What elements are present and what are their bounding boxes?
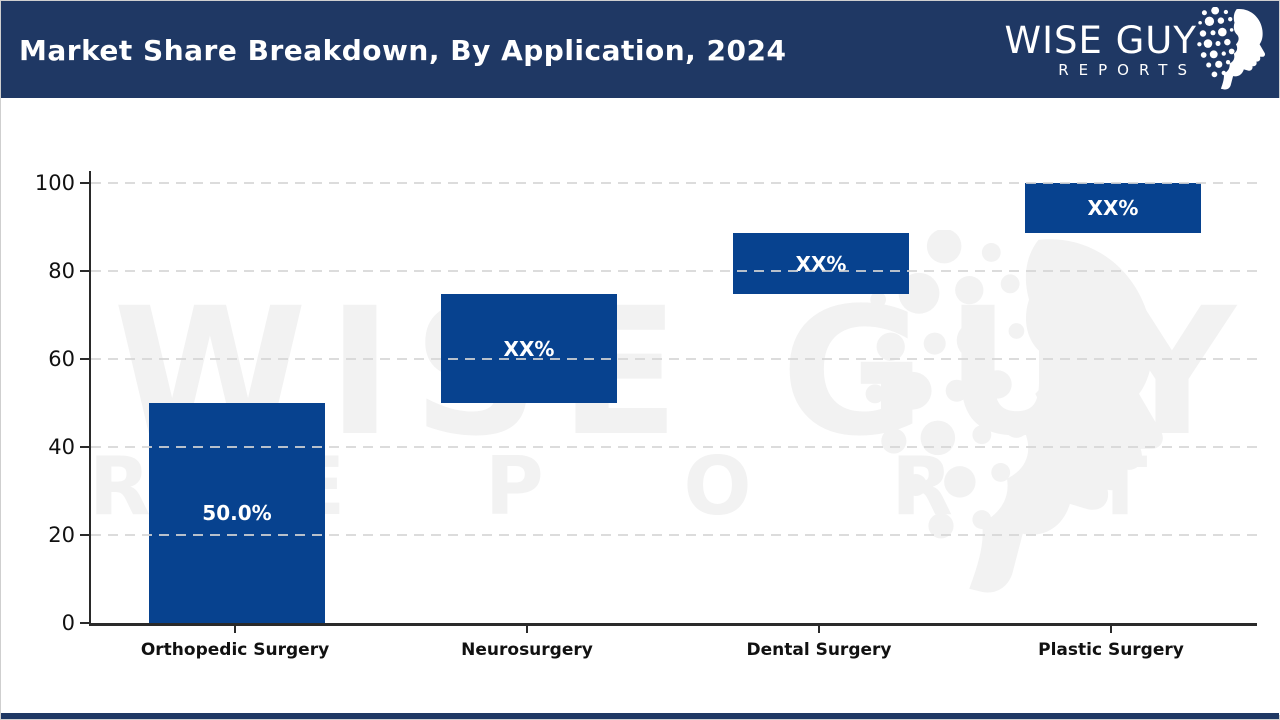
logo-wordmark-line1: WISE GUY xyxy=(1004,19,1197,62)
x-axis-tick xyxy=(818,626,820,633)
footer-bar xyxy=(1,713,1279,719)
y-axis-tick xyxy=(80,446,89,448)
logo-wordmark: WISE GUY REPORTS xyxy=(1004,19,1197,80)
gridline xyxy=(91,358,1257,360)
page-title: Market Share Breakdown, By Application, … xyxy=(19,34,787,67)
header: Market Share Breakdown, By Application, … xyxy=(1,1,1279,98)
gridline xyxy=(91,534,1257,536)
y-axis-tick xyxy=(80,622,89,624)
y-axis-tick-label: 20 xyxy=(48,523,75,547)
x-axis-tick xyxy=(526,626,528,633)
y-axis-tick-label: 40 xyxy=(48,435,75,459)
y-axis-tick xyxy=(80,270,89,272)
x-axis-tick xyxy=(234,626,236,633)
gridline xyxy=(91,182,1257,184)
bar: XX% xyxy=(441,294,617,403)
gridline xyxy=(91,270,1257,272)
bar: XX% xyxy=(733,233,909,295)
wiseguy-logo: WISE GUY REPORTS xyxy=(1005,5,1271,95)
y-axis-tick xyxy=(80,182,89,184)
x-axis-tick xyxy=(1110,626,1112,633)
bar: 50.0% xyxy=(149,403,325,623)
logo-wordmark-line2: REPORTS xyxy=(1058,61,1197,79)
gridline xyxy=(91,446,1257,448)
y-axis-tick-label: 80 xyxy=(48,259,75,283)
y-axis-tick-label: 100 xyxy=(34,171,75,195)
plot-area: 50.0% XX% XX% XX% xyxy=(89,171,1257,626)
x-axis-label: Neurosurgery xyxy=(461,640,593,660)
y-axis-tick xyxy=(80,358,89,360)
x-axis-label: Dental Surgery xyxy=(746,640,892,660)
y-axis-tick-label: 0 xyxy=(61,611,75,635)
x-axis-label: Plastic Surgery xyxy=(1038,640,1184,660)
x-axis-label: Orthopedic Surgery xyxy=(140,640,330,660)
y-axis-tick xyxy=(80,534,89,536)
bar-value-label: XX% xyxy=(795,251,847,276)
bar-value-label: XX% xyxy=(1087,196,1139,221)
bar: XX% xyxy=(1025,183,1201,234)
wiseguy-face-icon xyxy=(1193,7,1271,93)
y-axis-tick-label: 60 xyxy=(48,347,75,371)
bar-value-label: 50.0% xyxy=(202,501,272,525)
bar-value-label: XX% xyxy=(503,336,555,361)
